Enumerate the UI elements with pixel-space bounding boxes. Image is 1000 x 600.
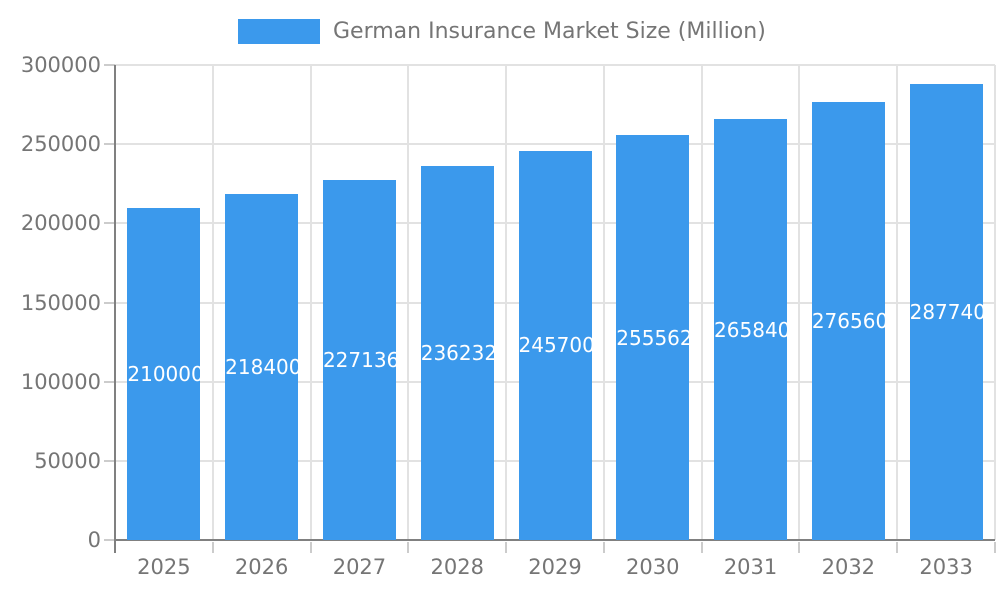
bar-2029[interactable] [518,150,592,540]
y-axis-label: 250000 [20,132,101,157]
bar-2032[interactable] [811,102,885,540]
bar-2027[interactable] [322,180,396,540]
bar-value-label: 210000 [127,361,201,386]
bar-value-label: 276560 [811,309,885,334]
y-gridline [115,143,995,146]
x-gridline [798,65,801,540]
y-axis-tick [104,222,115,225]
x-axis-tick [407,542,410,553]
x-axis-label: 2029 [528,555,582,579]
x-axis-tick [994,542,996,553]
x-axis-label: 2031 [723,555,778,579]
x-axis-tick [505,542,508,553]
x-gridline [602,65,605,540]
y-axis-label: 300000 [20,53,101,77]
y-axis-tick [104,380,115,383]
x-axis-label: 2026 [234,555,289,579]
x-gridline [994,65,996,540]
x-axis-tick [798,542,801,553]
bar-2031[interactable] [714,119,788,540]
x-axis-label: 2032 [821,555,876,579]
y-axis-tick [104,459,115,462]
y-axis-label: 50000 [34,448,101,473]
bar-value-label: 265840 [714,317,788,342]
y-axis-label: 0 [87,528,101,552]
x-gridline [211,65,214,540]
y-axis-tick [104,143,115,146]
y-axis-label: 100000 [20,369,101,394]
x-gridline [407,65,410,540]
x-axis-line [115,539,995,541]
bar-value-label: 287740 [909,300,983,325]
bar-2030[interactable] [616,135,690,540]
x-axis-label: 2028 [430,555,484,579]
bar-value-label: 236232 [420,340,494,365]
x-gridline [896,65,899,540]
x-axis-label: 2033 [919,555,973,579]
legend-swatch [238,19,320,44]
y-axis-label: 200000 [20,211,101,236]
x-gridline [309,65,312,540]
y-axis-label: 150000 [20,290,101,315]
bar-value-label: 218400 [225,355,299,380]
bar-2026[interactable] [225,194,299,540]
bar-value-label: 245700 [518,333,592,358]
y-axis-tick [104,301,115,304]
x-axis-label: 2025 [137,555,191,579]
legend: German Insurance Market Size (Million) [238,19,766,44]
x-axis-tick [602,542,605,553]
bar-2028[interactable] [420,165,494,540]
bar-2033[interactable] [909,84,983,540]
x-axis-tick [896,542,899,553]
x-axis-tick [309,542,312,553]
legend-label: German Insurance Market Size (Million) [333,19,766,44]
x-axis-label: 2030 [626,555,680,579]
x-gridline [700,65,703,540]
y-axis-tick [104,64,115,66]
x-axis-label: 2027 [332,555,387,579]
bar-value-label: 255562 [616,325,690,350]
x-gridline [505,65,508,540]
y-axis-line [114,65,116,553]
y-gridline [115,64,995,66]
x-axis-tick [700,542,703,553]
y-axis-tick [104,539,115,541]
x-axis-tick [211,542,214,553]
bar-2025[interactable] [127,207,201,540]
bar-value-label: 227136 [322,348,396,373]
